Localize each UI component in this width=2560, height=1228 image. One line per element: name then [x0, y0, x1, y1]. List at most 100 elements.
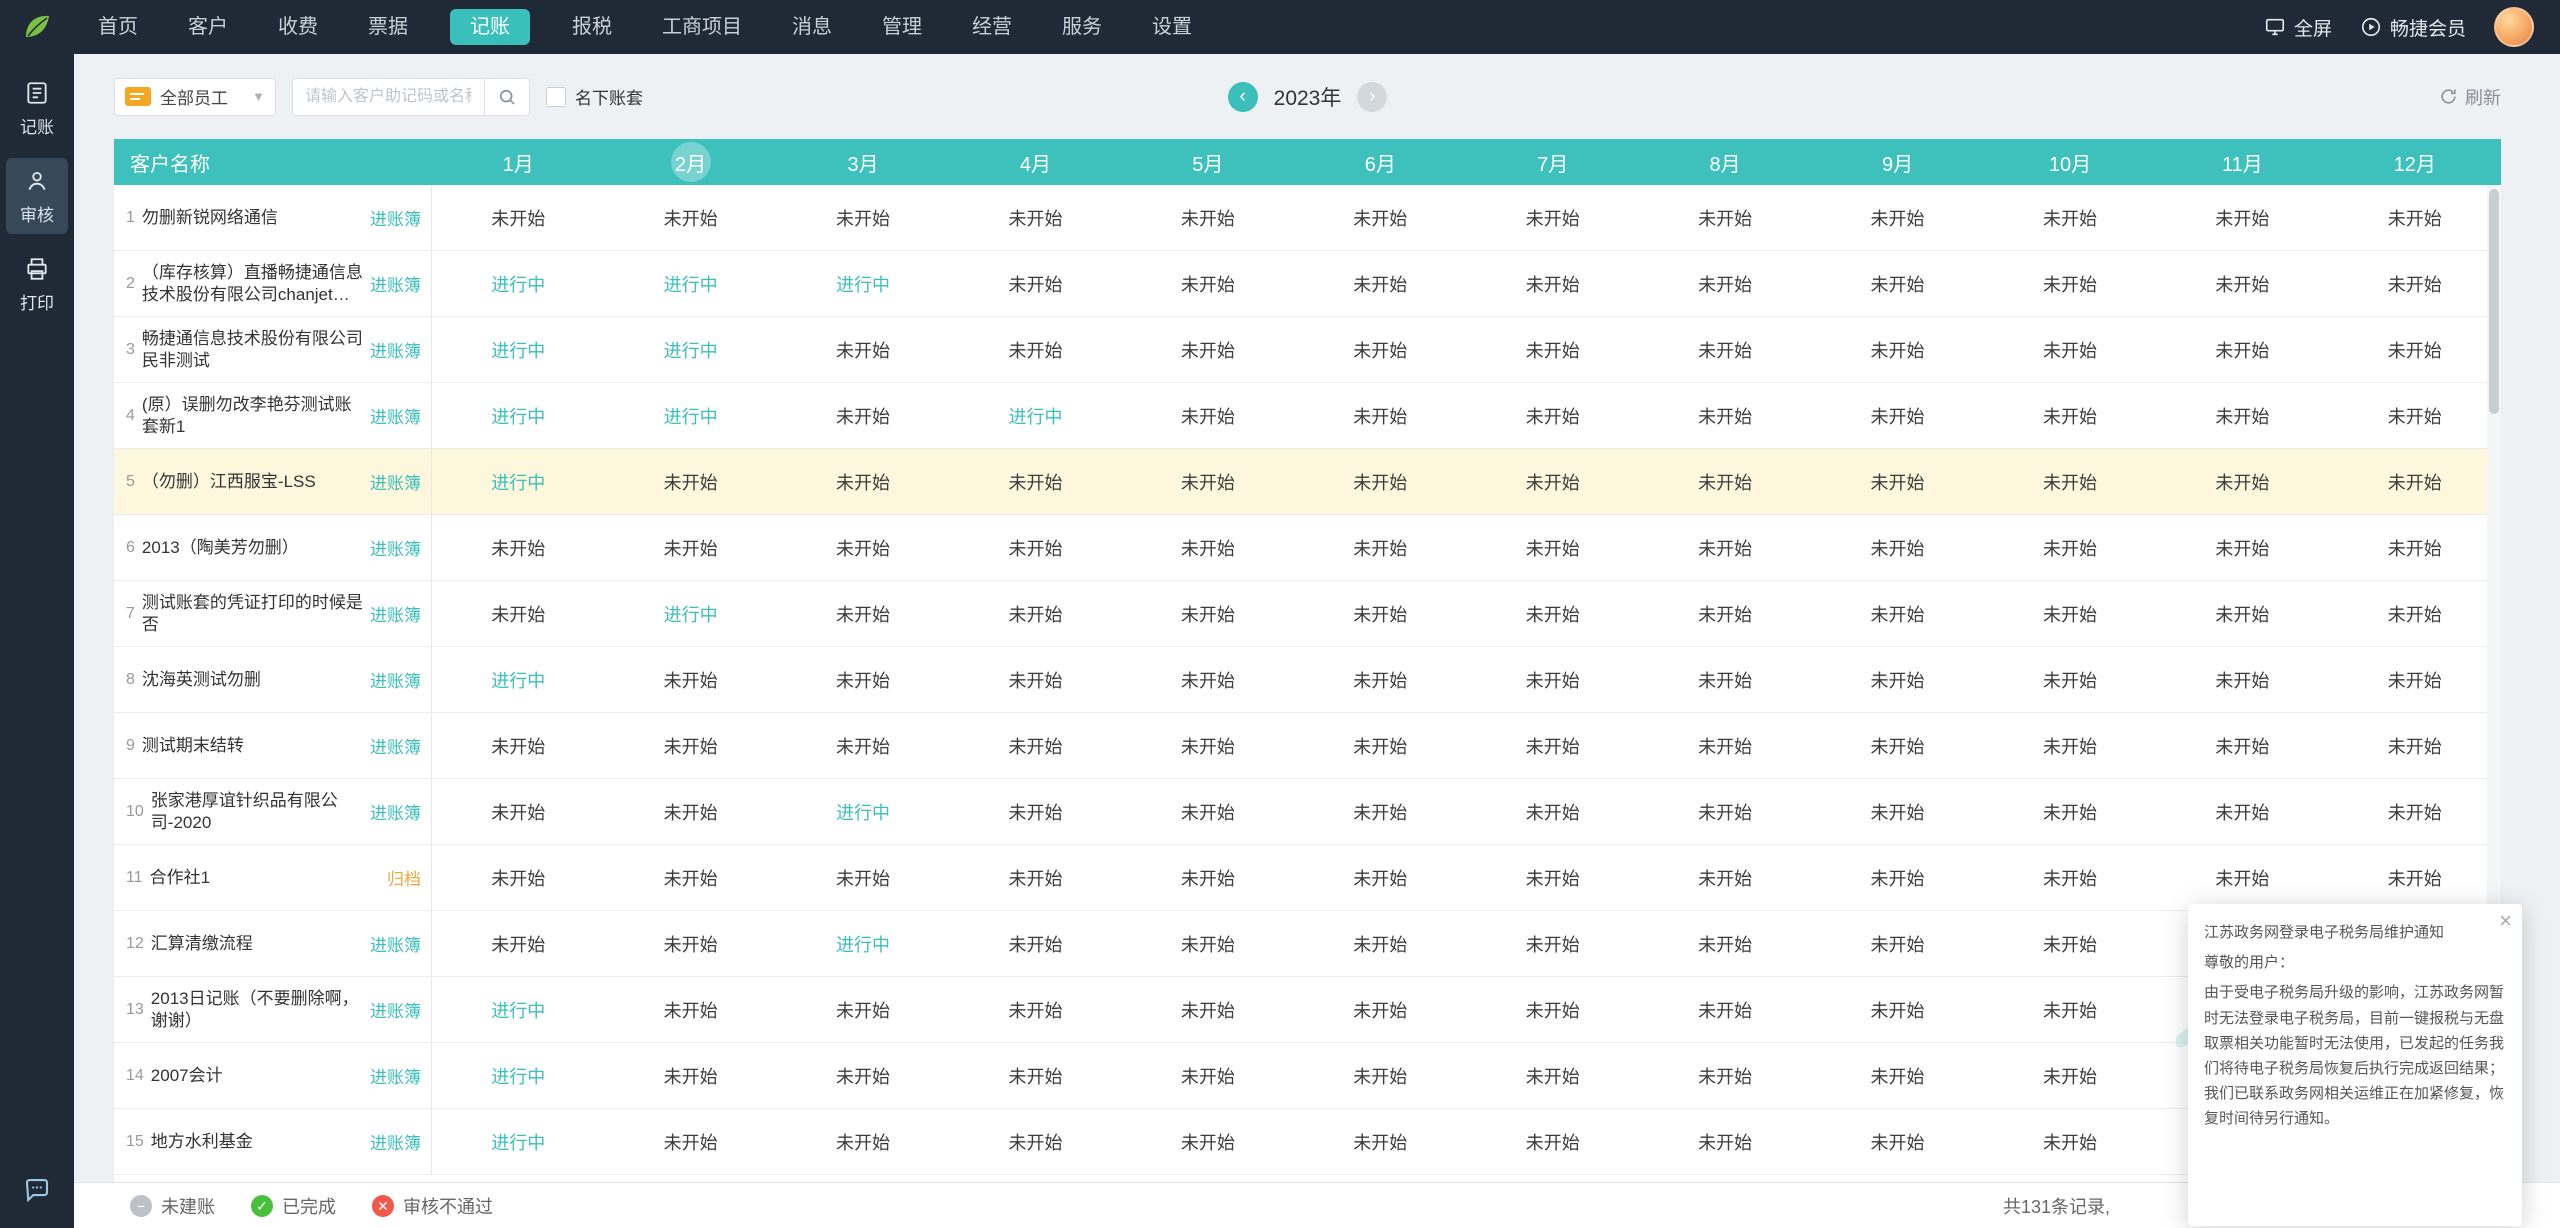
nav-item-票据[interactable]: 票据	[368, 16, 408, 38]
nav-item-客户[interactable]: 客户	[188, 16, 228, 38]
open-ledger-link[interactable]: 进账簿	[370, 804, 421, 823]
month-status-cell: 未开始	[491, 868, 546, 889]
month-status-cell: 未开始	[1008, 538, 1063, 559]
minus-circle-icon: −	[130, 1194, 152, 1217]
customer-search	[292, 77, 530, 116]
month-status-cell: 未开始	[2215, 406, 2270, 427]
month-status-cell: 未开始	[1698, 538, 1753, 559]
table-row[interactable]: 5 （勿删）江西服宝-LSS 进账簿 进行中 未开始 未开始 未开始 未开始 未开始 未开始 未开始…	[114, 449, 2501, 515]
nav-item-消息[interactable]: 消息	[792, 16, 832, 38]
open-ledger-link[interactable]: 进账簿	[370, 342, 421, 361]
table-row[interactable]: 15 地方水利基金 进账簿 进行中 未开始 未开始 未开始 未开始 未开始 未开始 未开始 未开始 未开…	[114, 1109, 2501, 1175]
month-status-cell: 未开始	[1698, 934, 1753, 955]
month-status-cell: 未开始	[836, 1000, 891, 1021]
month-status-cell: 未开始	[1008, 274, 1063, 295]
nav-item-工商项目[interactable]: 工商项目	[662, 16, 742, 38]
row-number: 9	[126, 736, 135, 754]
refresh-button[interactable]: 刷新	[2439, 84, 2501, 110]
open-ledger-link[interactable]: 进账簿	[370, 474, 421, 493]
col-header-month-12月: 12月	[2393, 153, 2436, 176]
sidebar-item-审核[interactable]: 审核	[6, 158, 68, 234]
month-status-cell: 进行中	[1008, 406, 1063, 427]
open-ledger-link[interactable]: 进账簿	[370, 1002, 421, 1021]
month-status-cell: 未开始	[1525, 1000, 1580, 1021]
table-row[interactable]: 2 （库存核算）直播畅捷通信息技术股份有限公司chanjet（原账套） 进账簿 进行中…	[114, 251, 2501, 317]
table-row[interactable]: 8 沈海英测试勿删 进账簿 进行中 未开始 未开始 未开始 未开始 未开始 未开始 未开始 未开始 未开…	[114, 647, 2501, 713]
play-circle-icon	[2360, 16, 2382, 38]
nav-item-报税[interactable]: 报税	[572, 16, 612, 38]
month-status-cell: 未开始	[2042, 1066, 2097, 1087]
month-status-cell: 未开始	[2387, 670, 2442, 691]
table-row[interactable]: 12 汇算清缴流程 进账簿 未开始 未开始 进行中 未开始 未开始 未开始 未开始 未开始 未开始 未开…	[114, 911, 2501, 977]
customer-name-cell: 15 地方水利基金 进账簿	[114, 1109, 432, 1174]
month-status-cell: 未开始	[1870, 340, 1925, 361]
customer-name: 沈海英测试勿删	[141, 669, 261, 689]
legend-item-已完成: ✓ 已完成	[251, 1193, 336, 1219]
month-status-cell: 未开始	[836, 472, 891, 493]
archive-link[interactable]: 归档	[387, 870, 421, 889]
open-ledger-link[interactable]: 进账簿	[370, 1134, 421, 1153]
month-status-cell: 未开始	[2042, 406, 2097, 427]
notification-body[interactable]: 江苏政务网登录电子税务局维护通知 尊敬的用户： 由于受电子税务局升级的影响，江苏政务…	[2204, 920, 2516, 1214]
sidebar-item-记账[interactable]: 记账	[6, 70, 68, 146]
notification-popup: × 江苏政务网登录电子税务局维护通知 尊敬的用户： 由于受电子税务局升级的影响，江苏…	[2188, 904, 2522, 1226]
nav-item-首页[interactable]: 首页	[98, 16, 138, 38]
open-ledger-link[interactable]: 进账簿	[370, 672, 421, 691]
prev-year-button[interactable]: ‹	[1227, 81, 1258, 112]
nav-item-收费[interactable]: 收费	[278, 16, 318, 38]
sidebar-item-label: 审核	[20, 206, 54, 225]
table-row[interactable]: 6 2013（陶美芳勿删） 进账簿 未开始 未开始 未开始 未开始 未开始 未开始 未开始 未开始 未…	[114, 515, 2501, 581]
col-header-month-7月: 7月	[1537, 153, 1569, 176]
month-status-cell: 未开始	[2387, 406, 2442, 427]
open-ledger-link[interactable]: 进账簿	[370, 1068, 421, 1087]
table-row[interactable]: 14 2007会计 进账簿 进行中 未开始 未开始 未开始 未开始 未开始 未开始 未开始 未开始 未开…	[114, 1043, 2501, 1109]
month-status-cell: 未开始	[836, 208, 891, 229]
search-input[interactable]	[292, 77, 484, 116]
open-ledger-link[interactable]: 进账簿	[370, 738, 421, 757]
support-chat-icon[interactable]	[22, 1175, 52, 1210]
month-status-cell: 未开始	[2215, 736, 2270, 757]
open-ledger-link[interactable]: 进账簿	[370, 936, 421, 955]
month-status-cell: 进行中	[663, 274, 718, 295]
own-accounts-checkbox[interactable]	[546, 86, 566, 107]
month-status-cell: 未开始	[2387, 274, 2442, 295]
member-button[interactable]: 畅捷会员	[2360, 14, 2466, 41]
total-records: 共131条记录,	[2002, 1196, 2110, 1217]
month-status-cell: 未开始	[1525, 802, 1580, 823]
close-icon[interactable]: ×	[2499, 908, 2512, 933]
nav-item-记账[interactable]: 记账	[450, 9, 530, 45]
table-row[interactable]: 13 2013日记账（不要删除啊，谢谢） 进账簿 进行中 未开始 未开始 未开始 未开始 未开始…	[114, 977, 2501, 1043]
table-row[interactable]: 4 (原）误删勿改李艳芬测试账套新1 进账簿 进行中 进行中 未开始 进行中 未开始 未开始 未开…	[114, 383, 2501, 449]
table-row[interactable]: 7 测试账套的凭证打印的时候是否 进账簿 未开始 进行中 未开始 未开始 未开始 未开始 未开始 未…	[114, 581, 2501, 647]
nav-item-管理[interactable]: 管理	[882, 16, 922, 38]
employee-filter-select[interactable]: 全部员工 ▼	[114, 77, 276, 116]
nav-item-设置[interactable]: 设置	[1152, 16, 1192, 38]
table-scrollbar-thumb[interactable]	[2489, 189, 2499, 414]
nav-item-服务[interactable]: 服务	[1062, 16, 1102, 38]
fullscreen-button[interactable]: 全屏	[2264, 14, 2332, 41]
table-row[interactable]: 11 合作社1 归档 未开始 未开始 未开始 未开始 未开始 未开始 未开始 未开始 未开始 未开始 未开…	[114, 845, 2501, 911]
open-ledger-link[interactable]: 进账簿	[370, 408, 421, 427]
month-status-cell: 未开始	[2042, 340, 2097, 361]
open-ledger-link[interactable]: 进账簿	[370, 606, 421, 625]
customer-name-cell: 5 （勿删）江西服宝-LSS 进账簿	[114, 449, 432, 514]
row-number: 8	[126, 670, 135, 688]
open-ledger-link[interactable]: 进账簿	[370, 276, 421, 295]
table-row[interactable]: 10 张家港厚谊针织品有限公司-2020 进账簿 未开始 未开始 进行中 未开始 未开始 未开始…	[114, 779, 2501, 845]
month-status-cell: 未开始	[663, 1000, 718, 1021]
search-button[interactable]	[484, 77, 530, 116]
next-year-button[interactable]: ›	[1357, 81, 1388, 112]
open-ledger-link[interactable]: 进账簿	[370, 540, 421, 559]
nav-item-经营[interactable]: 经营	[972, 16, 1012, 38]
avatar[interactable]	[2494, 7, 2534, 47]
month-status-cell: 未开始	[491, 802, 546, 823]
table-row[interactable]: 1 勿删新锐网络通信 进账簿 未开始 未开始 未开始 未开始 未开始 未开始 未开始 未开始 未开始 未…	[114, 185, 2501, 251]
open-ledger-link[interactable]: 进账簿	[370, 210, 421, 229]
month-status-cell: 未开始	[2387, 802, 2442, 823]
month-status-cell: 未开始	[1870, 472, 1925, 493]
table-row[interactable]: 3 畅捷通信息技术股份有限公司民非测试 进账簿 进行中 进行中 未开始 未开始 未开始 未开始 未…	[114, 317, 2501, 383]
sidebar-item-打印[interactable]: 打印	[6, 246, 68, 322]
table-row[interactable]: 9 测试期末结转 进账簿 未开始 未开始 未开始 未开始 未开始 未开始 未开始 未开始 未开始 未开始…	[114, 713, 2501, 779]
month-status-cell: 未开始	[663, 208, 718, 229]
row-number: 7	[126, 604, 135, 622]
